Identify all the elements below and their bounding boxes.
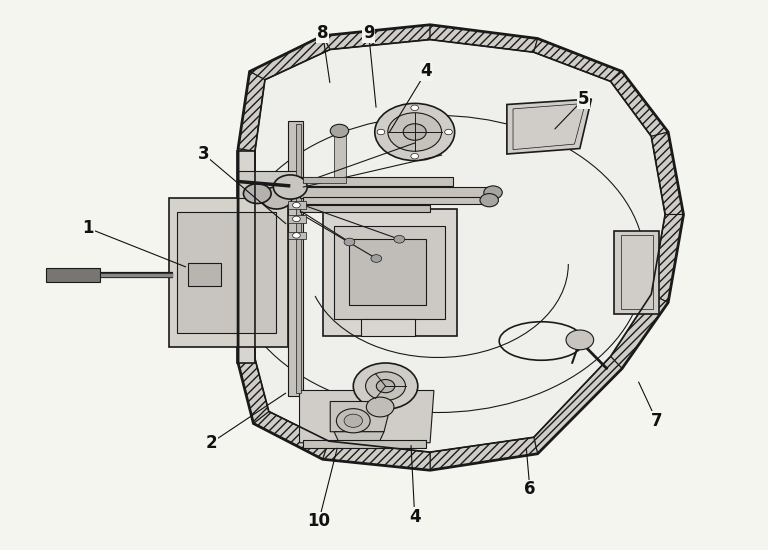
Polygon shape bbox=[323, 25, 430, 50]
Circle shape bbox=[344, 414, 362, 427]
Circle shape bbox=[330, 124, 349, 138]
Circle shape bbox=[394, 235, 405, 243]
Circle shape bbox=[411, 105, 419, 111]
Polygon shape bbox=[238, 170, 300, 198]
Polygon shape bbox=[361, 319, 415, 336]
Circle shape bbox=[566, 330, 594, 350]
Circle shape bbox=[366, 372, 406, 400]
Polygon shape bbox=[303, 177, 346, 183]
Polygon shape bbox=[238, 72, 265, 151]
Circle shape bbox=[273, 175, 307, 199]
Polygon shape bbox=[651, 214, 684, 302]
Circle shape bbox=[375, 103, 455, 161]
Text: 2: 2 bbox=[205, 434, 217, 452]
Polygon shape bbox=[507, 99, 591, 154]
Circle shape bbox=[261, 187, 292, 209]
Polygon shape bbox=[334, 226, 445, 319]
Polygon shape bbox=[534, 356, 622, 454]
Polygon shape bbox=[288, 215, 306, 223]
Polygon shape bbox=[46, 268, 100, 282]
Text: 5: 5 bbox=[578, 90, 589, 108]
Circle shape bbox=[366, 397, 394, 417]
Circle shape bbox=[371, 255, 382, 262]
Polygon shape bbox=[177, 212, 276, 333]
Polygon shape bbox=[238, 148, 255, 363]
Circle shape bbox=[376, 379, 395, 393]
Polygon shape bbox=[169, 198, 288, 346]
Text: 6: 6 bbox=[525, 481, 535, 498]
Polygon shape bbox=[330, 402, 392, 432]
Polygon shape bbox=[334, 132, 346, 177]
Circle shape bbox=[388, 113, 442, 151]
Polygon shape bbox=[288, 201, 306, 209]
Polygon shape bbox=[250, 36, 330, 80]
Polygon shape bbox=[300, 177, 453, 186]
Circle shape bbox=[243, 184, 271, 204]
Polygon shape bbox=[288, 121, 303, 396]
Circle shape bbox=[445, 129, 452, 135]
Circle shape bbox=[411, 153, 419, 159]
Circle shape bbox=[293, 202, 300, 208]
Polygon shape bbox=[614, 231, 659, 314]
Circle shape bbox=[403, 124, 426, 140]
Polygon shape bbox=[296, 124, 301, 393]
Polygon shape bbox=[288, 232, 306, 239]
Text: 1: 1 bbox=[83, 219, 94, 237]
Polygon shape bbox=[611, 72, 668, 136]
Circle shape bbox=[484, 186, 502, 199]
Circle shape bbox=[480, 194, 498, 207]
Polygon shape bbox=[651, 132, 684, 214]
Polygon shape bbox=[237, 151, 255, 363]
Text: 3: 3 bbox=[197, 145, 210, 163]
Circle shape bbox=[336, 409, 370, 433]
Polygon shape bbox=[611, 294, 668, 368]
Polygon shape bbox=[188, 263, 221, 286]
Circle shape bbox=[377, 129, 385, 135]
Circle shape bbox=[353, 363, 418, 409]
Text: 8: 8 bbox=[317, 24, 328, 42]
Polygon shape bbox=[349, 239, 426, 305]
Polygon shape bbox=[430, 437, 538, 470]
Circle shape bbox=[293, 233, 300, 238]
Text: 4: 4 bbox=[409, 508, 421, 526]
Polygon shape bbox=[323, 209, 457, 336]
Polygon shape bbox=[238, 359, 269, 424]
Circle shape bbox=[293, 216, 300, 222]
Polygon shape bbox=[303, 197, 488, 204]
Polygon shape bbox=[430, 25, 538, 52]
Polygon shape bbox=[323, 441, 430, 470]
Polygon shape bbox=[300, 390, 434, 443]
Text: 7: 7 bbox=[650, 412, 663, 430]
Polygon shape bbox=[253, 411, 329, 459]
Text: 4: 4 bbox=[420, 63, 432, 80]
Polygon shape bbox=[303, 440, 426, 448]
Polygon shape bbox=[334, 432, 384, 448]
Text: 10: 10 bbox=[307, 513, 330, 530]
Polygon shape bbox=[255, 40, 665, 452]
Circle shape bbox=[344, 238, 355, 246]
Polygon shape bbox=[534, 39, 622, 81]
Polygon shape bbox=[300, 205, 430, 212]
Text: 9: 9 bbox=[362, 24, 375, 42]
Polygon shape bbox=[300, 187, 492, 198]
